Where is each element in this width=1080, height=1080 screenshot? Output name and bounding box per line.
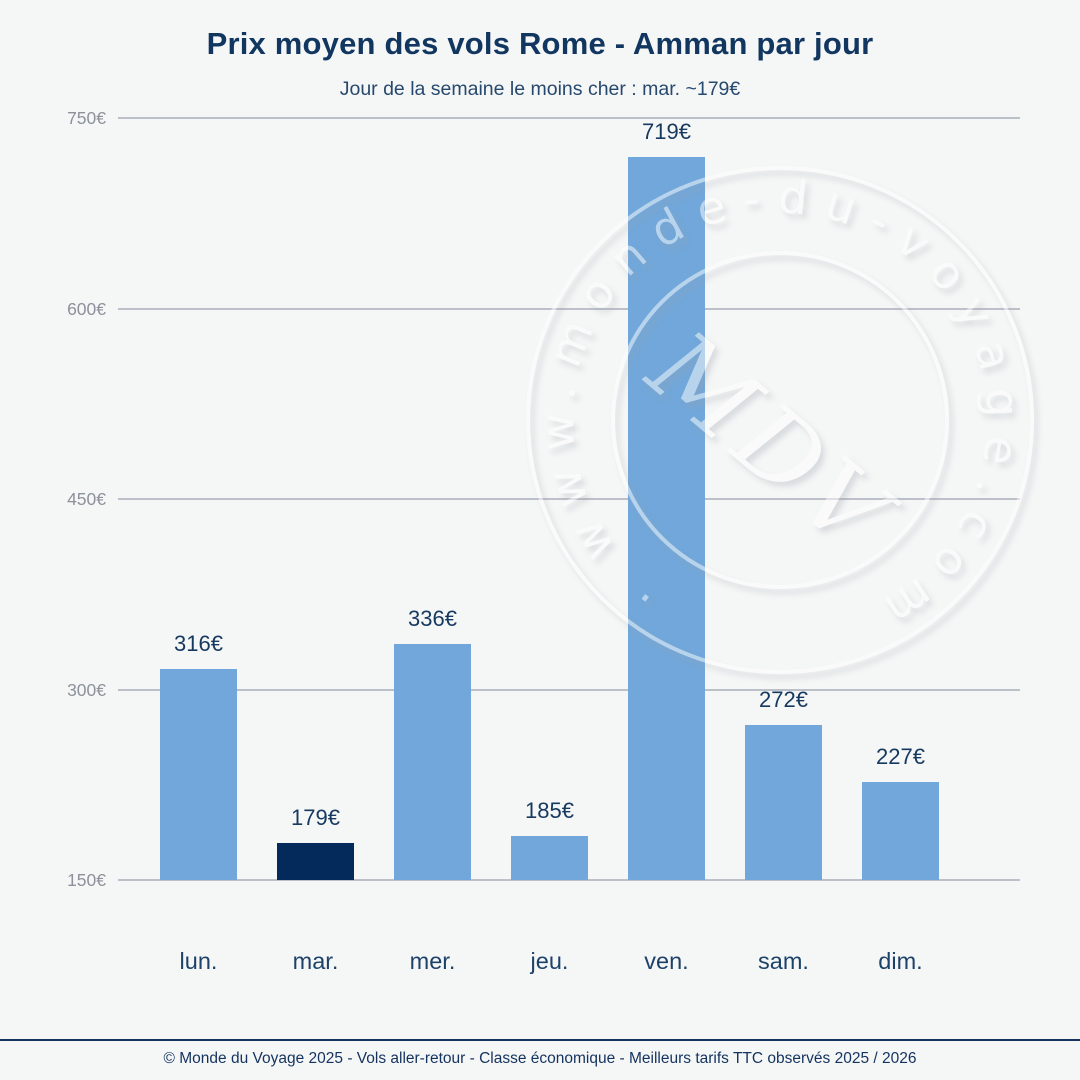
category-label: dim. <box>878 948 923 974</box>
category-label: mer. <box>409 948 456 974</box>
bar-value-label: 227€ <box>876 744 925 770</box>
watermark-outer-ring <box>526 166 1034 674</box>
bar-value-label: 336€ <box>408 605 457 631</box>
watermark-ring-text: · www.monde-du-voyage.com <box>529 169 1030 646</box>
bar-value-label: 272€ <box>759 687 808 713</box>
bar-value-label: 185€ <box>525 797 574 823</box>
y-tick-label: 450€ <box>67 489 106 509</box>
bar-sam <box>745 725 822 880</box>
gridline <box>118 879 1020 881</box>
footer-text: © Monde du Voyage 2025 - Vols aller-reto… <box>163 1050 917 1067</box>
category-label: jeu. <box>530 948 569 974</box>
y-tick-label: 300€ <box>67 679 106 700</box>
gridline <box>118 117 1020 119</box>
category-label: ven. <box>644 948 689 974</box>
bar-mer <box>394 643 471 880</box>
bar-mar <box>277 843 354 880</box>
chart-subtitle: Jour de la semaine le moins cher : mar. … <box>339 78 741 100</box>
bar-dim <box>862 782 939 880</box>
gridline <box>118 688 1020 691</box>
bar-value-label: 316€ <box>174 631 223 657</box>
bar-ven <box>628 157 705 880</box>
category-label: sam. <box>758 948 809 974</box>
bar-value-label: 719€ <box>642 119 691 145</box>
y-tick-label: 600€ <box>67 298 106 319</box>
bar-value-label: 179€ <box>291 805 340 831</box>
gridline <box>118 307 1020 310</box>
footer-divider <box>0 1039 1080 1041</box>
bar-lun <box>160 669 237 880</box>
bar-jeu <box>511 835 588 880</box>
y-tick-label: 750€ <box>67 108 106 128</box>
gridline <box>118 498 1020 500</box>
y-tick-label: 150€ <box>67 870 106 890</box>
chart-title: Prix moyen des vols Rome - Amman par jou… <box>206 26 874 61</box>
category-label: lun. <box>179 948 218 974</box>
category-label: mar. <box>292 948 339 974</box>
